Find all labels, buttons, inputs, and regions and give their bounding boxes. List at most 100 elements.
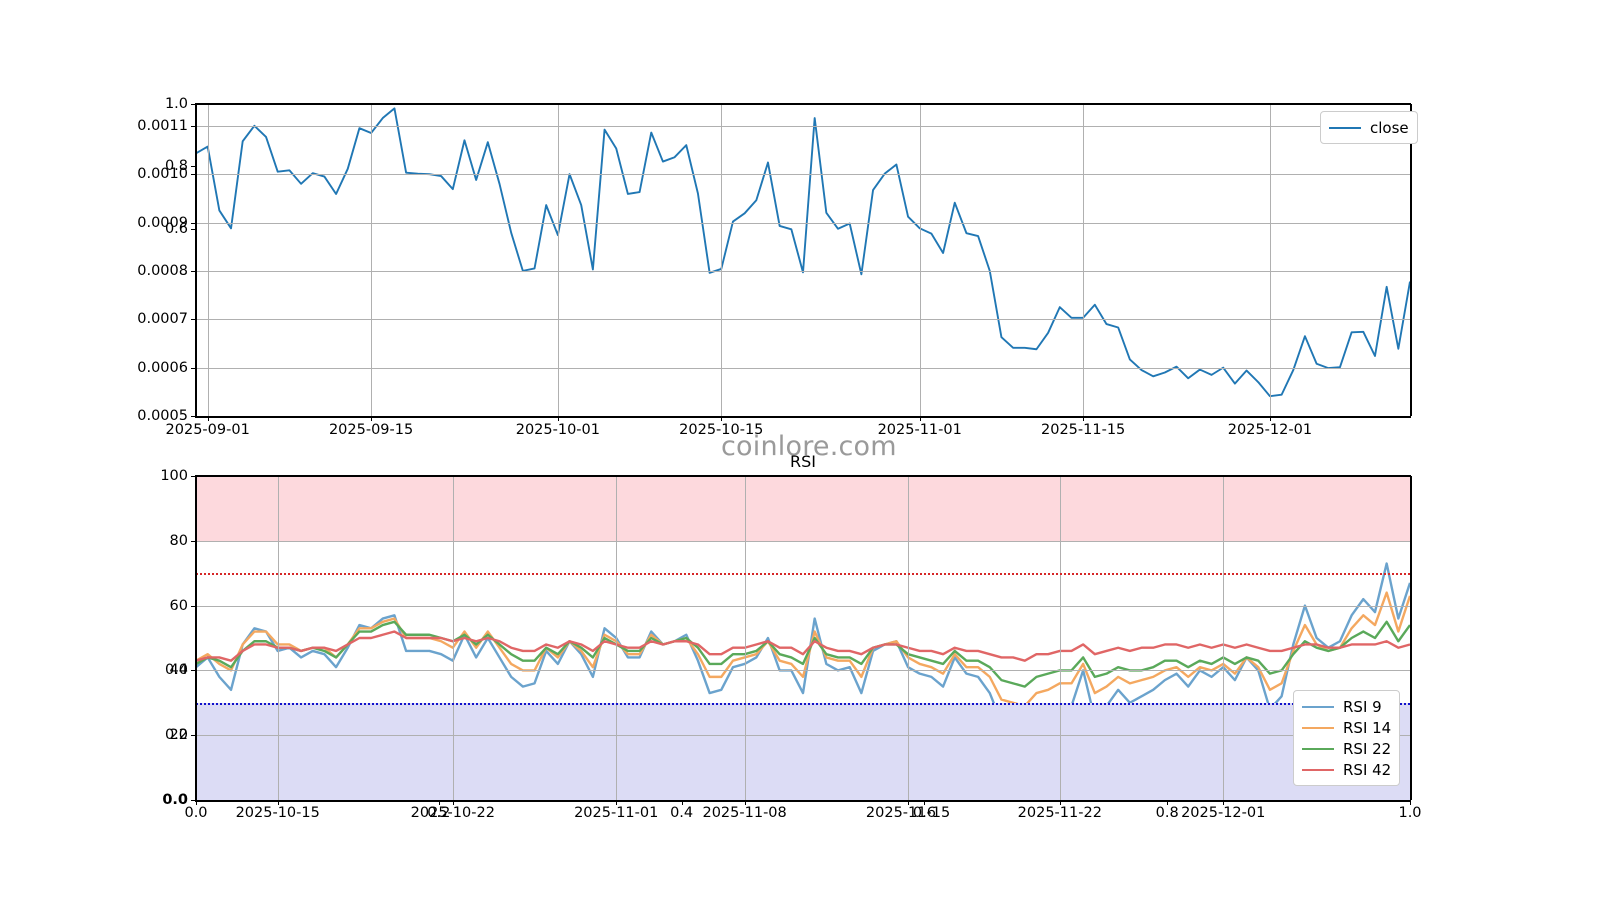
rsi-x-tickmark: [908, 800, 910, 805]
price-x-tick-label: 2025-09-15: [328, 422, 414, 438]
price-x-tickmark: [1270, 416, 1272, 421]
price-gridline-horizontal: [196, 271, 1410, 272]
price-gridline-vertical: [371, 104, 372, 416]
rsi-gridline-vertical: [1223, 476, 1224, 800]
rsi-x-tickmark: [278, 800, 280, 805]
legend-item-rsi-9: RSI 9: [1302, 696, 1391, 717]
price-axis-top-spine: [195, 103, 1411, 105]
rsi-y-tick-label: 20: [169, 727, 188, 744]
legend-swatch-rsi-9-icon: [1302, 705, 1334, 708]
price-axis-bottom-spine: [195, 416, 1411, 419]
price-y-overlay-tick-label: 0.8: [164, 158, 188, 175]
rsi-y-overlay-tickmark: [191, 735, 196, 737]
rsi-gridline-vertical: [453, 476, 454, 800]
price-x-tickmark: [208, 416, 210, 421]
rsi-threshold-band: [196, 476, 1410, 541]
price-gridline-horizontal: [196, 126, 1410, 127]
rsi-x-tick-label: 2025-11-01: [574, 805, 659, 821]
legend-label-rsi-42: RSI 42: [1343, 760, 1392, 779]
rsi-x-tick-label: 2025-11-08: [702, 805, 787, 821]
rsi-y-overlay-tickmark: [191, 800, 196, 802]
legend-label-rsi-9: RSI 9: [1343, 697, 1382, 716]
rsi-line-rsi-42: [195, 630, 1411, 662]
price-x-tickmark: [558, 416, 560, 421]
rsi-line-rsi-22: [195, 620, 1411, 688]
rsi-x-tickmark: [616, 800, 618, 805]
rsi-x-overlay-tickmark: [439, 800, 441, 805]
price-y-tick-label: 0.0008: [137, 262, 188, 279]
rsi-gridline-horizontal: [196, 735, 1410, 736]
rsi-x-tickmark: [1060, 800, 1062, 805]
rsi-y-tick-label: 100: [160, 468, 188, 484]
rsi-gridline-horizontal: [196, 541, 1410, 542]
legend-label-rsi-22: RSI 22: [1343, 739, 1392, 758]
rsi-y-tickmark: [191, 476, 196, 478]
price-y-tickmark: [191, 126, 196, 128]
legend-swatch-rsi-14-icon: [1302, 726, 1334, 729]
price-gridline-horizontal: [196, 319, 1410, 320]
rsi-chart-legend: RSI 9 RSI 14 RSI 22 RSI 42: [1293, 690, 1401, 786]
rsi-axis-right-spine: [1410, 476, 1412, 800]
rsi-x-overlay-tick-label: 0.8: [1155, 805, 1179, 821]
price-gridline-vertical: [920, 104, 921, 416]
price-y-tick-label: 0.0011: [137, 117, 188, 134]
rsi-y-overlay-tick-label: 0.4: [164, 662, 188, 679]
price-x-tickmark: [1083, 416, 1085, 421]
price-y-overlay-tick-label: 1.0: [164, 96, 188, 112]
price-chart-panel: [195, 104, 1411, 416]
rsi-gridline-vertical: [616, 476, 617, 800]
price-y-overlay-tickmark: [191, 229, 196, 231]
price-y-tick-label: 0.0007: [137, 311, 188, 328]
price-gridline-vertical: [1083, 104, 1084, 416]
rsi-gridline-horizontal: [196, 670, 1410, 671]
price-gridline-horizontal: [196, 223, 1410, 224]
price-gridline-vertical: [1270, 104, 1271, 416]
rsi-y-overlay-tick-label: 0.0: [162, 792, 188, 808]
price-axis-right-spine: [1410, 104, 1412, 416]
legend-swatch-rsi-42-icon: [1302, 768, 1334, 771]
price-x-tick-label: 2025-11-15: [1041, 422, 1126, 438]
legend-label-close: close: [1370, 118, 1409, 137]
rsi-gridline-vertical: [745, 476, 746, 800]
legend-swatch-rsi-22-icon: [1302, 747, 1334, 750]
legend-item-rsi-42: RSI 42: [1302, 759, 1391, 780]
rsi-gridline-vertical: [1060, 476, 1061, 800]
rsi-y-tick-label: 80: [169, 532, 188, 549]
price-x-tick-label: 2025-11-01: [877, 422, 962, 438]
legend-swatch-close-icon: [1329, 126, 1361, 129]
rsi-x-tick-label: 2025-10-22: [410, 805, 495, 821]
rsi-x-tick-label: 2025-11-15: [865, 805, 951, 821]
rsi-x-overlay-tickmark: [1410, 800, 1412, 805]
price-y-tick-label: 0.0006: [137, 359, 188, 376]
rsi-x-overlay-tickmark: [196, 800, 198, 805]
price-gridline-horizontal: [196, 368, 1410, 369]
price-x-tick-label: 2025-09-01: [165, 422, 250, 438]
rsi-gridline-horizontal: [196, 606, 1410, 607]
price-y-tickmark: [191, 271, 196, 273]
rsi-gridline-vertical: [278, 476, 279, 800]
rsi-x-tick-label: 2025-11-22: [1017, 805, 1102, 821]
rsi-panel-title: RSI: [790, 452, 816, 471]
rsi-x-overlay-tickmark: [1167, 800, 1169, 805]
price-chart-legend: close: [1320, 111, 1418, 144]
rsi-x-tickmark: [453, 800, 455, 805]
rsi-axis-bottom-spine: [195, 800, 1411, 803]
rsi-x-overlay-tick-label: 0.0: [184, 805, 208, 821]
price-y-tickmark: [191, 416, 196, 418]
price-y-overlay-tickmark: [191, 104, 196, 106]
rsi-y-tick-label: 40: [169, 662, 188, 679]
price-x-tickmark: [721, 416, 723, 421]
rsi-x-overlay-tickmark: [924, 800, 926, 805]
rsi-x-overlay-tick-label: 1.0: [1398, 805, 1422, 821]
price-x-tickmark: [371, 416, 373, 421]
rsi-axis-top-spine: [195, 475, 1411, 477]
price-x-tick-label: 2025-10-15: [679, 422, 764, 438]
rsi-axis-left-spine: [195, 476, 197, 800]
rsi-chart-panel: [195, 476, 1412, 800]
rsi-threshold-line: [196, 703, 1410, 705]
rsi-y-tickmark: [191, 606, 196, 608]
rsi-x-tick-label: 2025-10-15: [235, 805, 320, 821]
rsi-x-tick-label: 2025-12-01: [1181, 805, 1266, 821]
rsi-y-tick-label: 0: [178, 792, 188, 808]
